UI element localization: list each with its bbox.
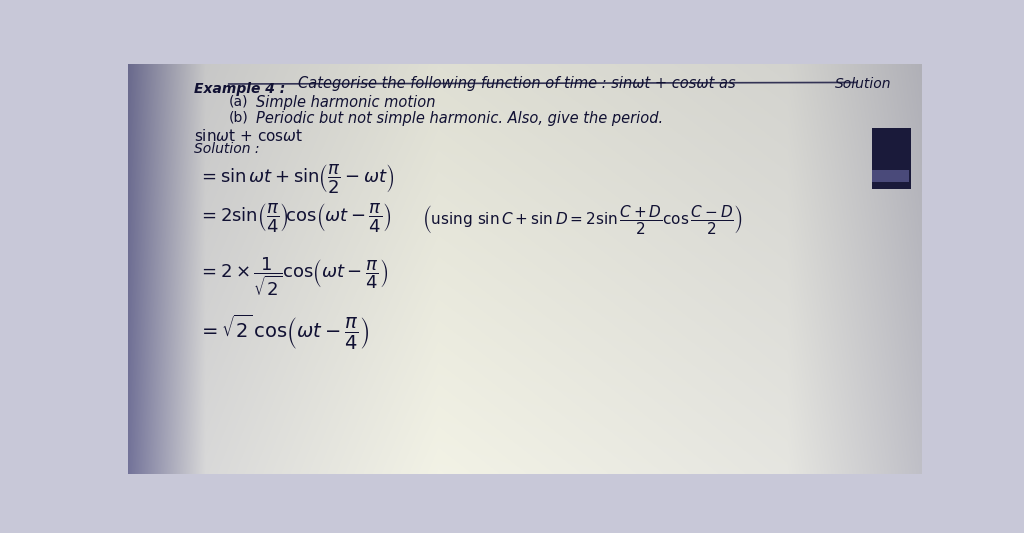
Text: Simple harmonic motion: Simple harmonic motion xyxy=(256,95,435,110)
Text: $=\sin\omega t+\sin\!\left(\dfrac{\pi}{2}-\omega t\right)$: $=\sin\omega t+\sin\!\left(\dfrac{\pi}{2… xyxy=(198,161,394,195)
Text: $=2\times\dfrac{1}{\sqrt{2}}\cos\!\left(\omega t-\dfrac{\pi}{4}\right)$: $=2\times\dfrac{1}{\sqrt{2}}\cos\!\left(… xyxy=(198,255,388,298)
Text: sin$\omega$t + cos$\omega$t: sin$\omega$t + cos$\omega$t xyxy=(194,128,303,144)
Text: Example 4 :: Example 4 : xyxy=(194,83,285,96)
Text: $=\sqrt{2}\,\cos\!\left(\omega t-\dfrac{\pi}{4}\right)$: $=\sqrt{2}\,\cos\!\left(\omega t-\dfrac{… xyxy=(198,313,369,352)
Text: (a): (a) xyxy=(228,95,248,109)
Text: (b): (b) xyxy=(228,111,249,125)
Text: Categorise the following function of time : sinωt + cosωt as: Categorise the following function of tim… xyxy=(299,76,736,91)
Text: Solution: Solution xyxy=(835,77,891,91)
Text: $=2\sin\!\left(\dfrac{\pi}{4}\right)\!\cos\!\left(\omega t-\dfrac{\pi}{4}\right): $=2\sin\!\left(\dfrac{\pi}{4}\right)\!\c… xyxy=(198,201,391,234)
Bar xyxy=(872,170,909,182)
Text: Solution :: Solution : xyxy=(194,142,259,156)
Text: Periodic but not simple harmonic. Also, give the period.: Periodic but not simple harmonic. Also, … xyxy=(256,111,663,126)
Bar xyxy=(872,128,910,189)
Text: $\left(\mathrm{using}\ \sin C+\sin D=2\sin\dfrac{C+D}{2}\cos\dfrac{C-D}{2}\right: $\left(\mathrm{using}\ \sin C+\sin D=2\s… xyxy=(423,203,743,236)
